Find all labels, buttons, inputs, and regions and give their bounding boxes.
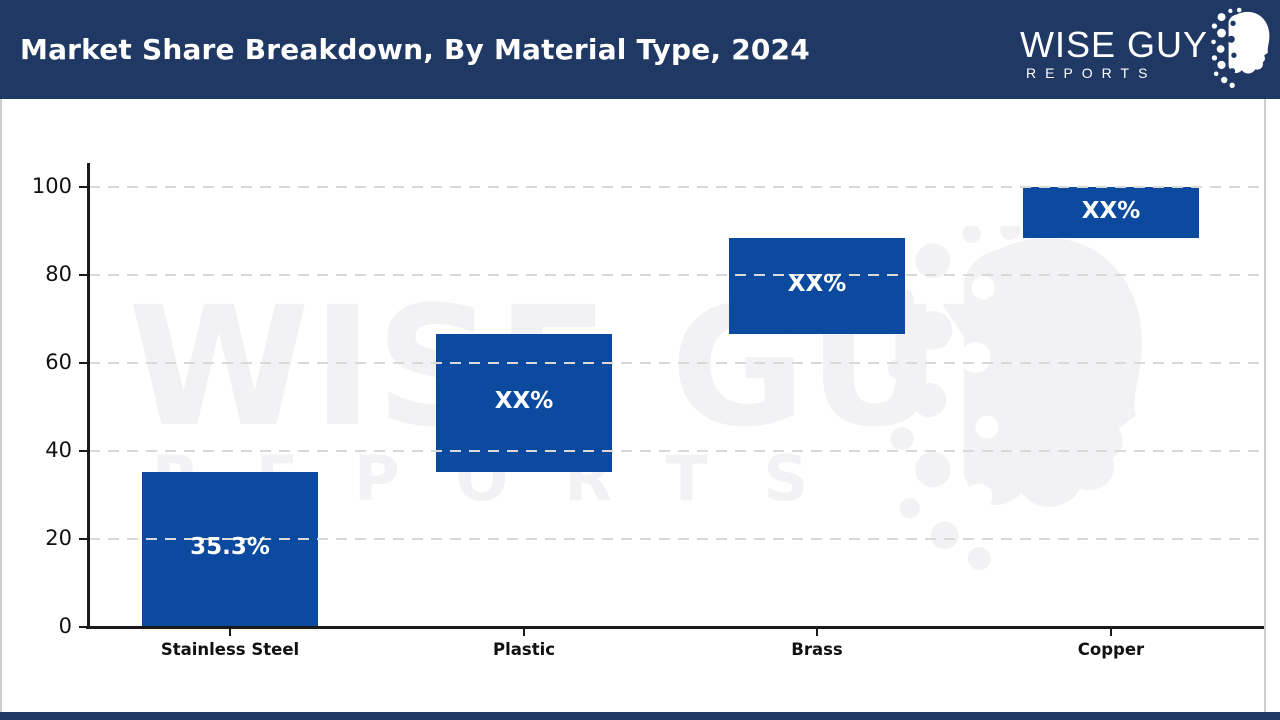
gridline bbox=[89, 450, 1262, 452]
y-tick-label: 100 bbox=[31, 174, 72, 198]
y-tick-label: 80 bbox=[45, 262, 72, 286]
y-tick-label: 20 bbox=[45, 526, 72, 550]
gridline bbox=[89, 274, 1262, 276]
bar-stainless-steel bbox=[142, 471, 318, 627]
y-tick-mark bbox=[79, 626, 88, 628]
watermark-head-icon bbox=[888, 226, 1142, 571]
bar-value-label: XX% bbox=[1081, 197, 1141, 224]
bar-copper bbox=[1023, 187, 1199, 239]
bar-value-label: 35.3% bbox=[190, 534, 270, 561]
footer-bar bbox=[0, 712, 1280, 720]
y-tick-label: 40 bbox=[45, 438, 72, 462]
gridline bbox=[89, 538, 1262, 540]
bar-brass bbox=[729, 238, 905, 334]
logo-subtext: REPORTS bbox=[1026, 65, 1157, 81]
y-tick-mark bbox=[79, 362, 88, 364]
y-tick-mark bbox=[79, 186, 88, 188]
page-title: Market Share Breakdown, By Material Type… bbox=[20, 33, 810, 66]
category-label: Copper bbox=[1077, 640, 1145, 659]
x-tick-mark bbox=[523, 629, 525, 636]
bar-value-label: XX% bbox=[494, 387, 554, 414]
gridline bbox=[89, 362, 1262, 364]
gridline bbox=[89, 186, 1262, 188]
x-axis-line bbox=[86, 626, 1264, 629]
header-bar: Market Share Breakdown, By Material Type… bbox=[0, 0, 1280, 99]
x-tick-mark bbox=[1110, 629, 1112, 636]
y-tick-mark bbox=[79, 274, 88, 276]
category-label: Brass bbox=[791, 640, 843, 659]
bar-value-label: XX% bbox=[787, 271, 847, 297]
y-axis-line bbox=[87, 163, 90, 629]
category-label: Plastic bbox=[492, 640, 556, 659]
category-label: Stainless Steel bbox=[160, 640, 300, 659]
y-tick-mark bbox=[79, 450, 88, 452]
logo-head-icon bbox=[1211, 7, 1270, 88]
x-tick-mark bbox=[816, 629, 818, 636]
left-border bbox=[0, 99, 2, 712]
y-tick-label: 60 bbox=[45, 350, 72, 374]
y-tick-mark bbox=[79, 538, 88, 540]
wise-guy-logo: WISE GUY REPORTS bbox=[1010, 0, 1272, 99]
logo-wordmark: WISE GUY bbox=[1020, 24, 1209, 65]
x-tick-mark bbox=[229, 629, 231, 636]
right-border bbox=[1264, 99, 1266, 712]
bar-plastic bbox=[436, 333, 612, 472]
y-tick-label: 0 bbox=[58, 614, 72, 638]
